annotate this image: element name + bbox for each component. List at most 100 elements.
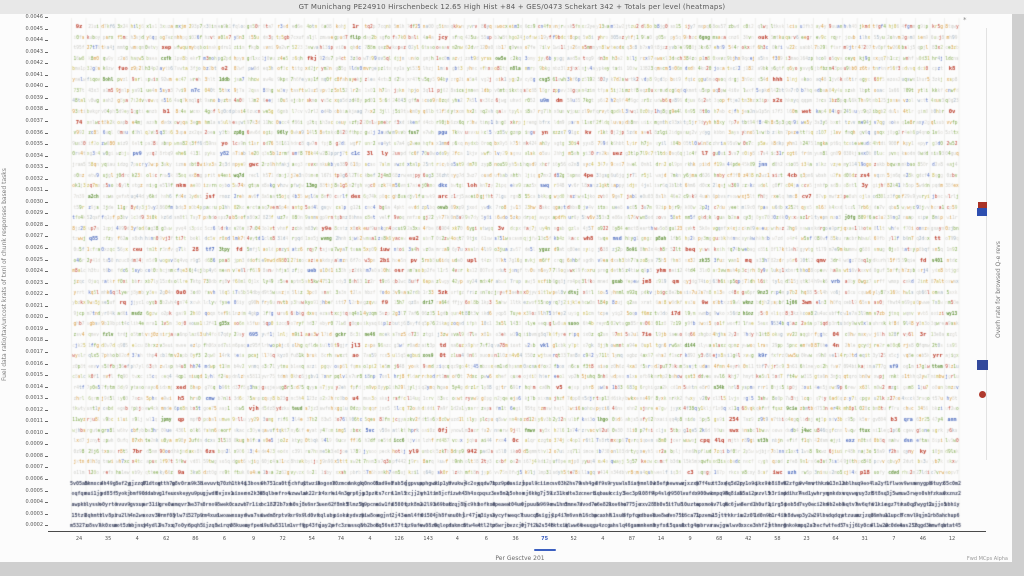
y-tick-mark <box>45 236 48 238</box>
x-tick-label: 14 <box>657 536 665 542</box>
x-tick-label: 6 <box>484 536 488 542</box>
y-tick-label: 0.0039 <box>25 94 44 101</box>
x-tick-label: 23 <box>803 536 810 542</box>
x-tick-label: 58 <box>774 536 781 542</box>
y-tick-label: 0.0032 <box>25 175 44 182</box>
y-tick-label: 0.0019 <box>25 325 44 332</box>
y-axis-label-right: Overh rate for browsed Q-e revs <box>995 241 1002 339</box>
red-dot-low-marker <box>979 391 986 398</box>
y-tick-label: 0.0013 <box>25 395 44 402</box>
y-tick-mark <box>45 421 48 423</box>
y-tick-label: 0.0041 <box>25 71 44 78</box>
x-tick-label: 87 <box>628 536 636 542</box>
y-tick-label: 0.0014 <box>25 383 44 390</box>
y-tick-mark <box>45 28 48 30</box>
bottom-margin-band <box>0 562 1024 576</box>
y-tick-mark <box>45 224 48 226</box>
y-tick-label: 0.0021 <box>25 302 44 309</box>
blue-square-mid-marker <box>977 360 988 370</box>
y-tick-mark <box>45 525 48 527</box>
y-tick-mark <box>45 259 48 261</box>
x-axis-label: Per Gesctve 201 <box>495 555 545 562</box>
y-tick-label: 0.0011 <box>25 418 44 425</box>
y-tick-label: 0.0005 <box>25 487 44 494</box>
y-tick-mark <box>45 317 48 319</box>
x-tick-label: 46 <box>919 536 927 542</box>
y-tick-label: 0.0002 <box>25 522 44 529</box>
y-tick-label: 0.0015 <box>25 372 44 379</box>
y-tick-label: 0.0037 <box>25 117 44 124</box>
y-tick-label: 0.0035 <box>25 141 44 148</box>
x-tick-label: 54 <box>308 536 315 542</box>
x-tick-label: 35 <box>104 536 112 542</box>
y-tick-label: 0.0040 <box>25 83 44 90</box>
y-tick-label: 0.0038 <box>25 106 44 113</box>
y-tick-mark <box>45 375 48 377</box>
y-tick-label: 0.0018 <box>25 337 44 344</box>
y-tick-mark <box>45 144 48 146</box>
y-tick-mark <box>45 40 48 42</box>
x-axis-spine <box>48 531 986 532</box>
y-tick-label: 0.0036 <box>25 129 44 136</box>
y-tick-label: 0.0034 <box>25 152 44 159</box>
y-tick-label: 0.0023 <box>25 279 44 286</box>
x-tick-label: 52 <box>570 536 577 542</box>
y-tick-label: 0.0004 <box>25 499 44 506</box>
y-tick-mark <box>45 479 48 480</box>
x-tick-label-highlighted[interactable]: 75 <box>541 536 549 542</box>
y-tick-label: 0.0031 <box>25 187 44 194</box>
x-tick-label: 4 <box>368 536 372 542</box>
y-tick-label: 0.0045 <box>25 25 44 32</box>
x-tick-label: 9 <box>252 536 256 542</box>
y-tick-mark <box>45 190 48 192</box>
x-tick-label: 7 <box>892 536 896 542</box>
y-tick-mark <box>45 386 48 388</box>
y-tick-mark <box>45 444 48 446</box>
red-square-top-marker <box>978 202 987 208</box>
y-tick-label: 0.0030 <box>25 198 44 205</box>
x-tick-label: 4 <box>455 536 459 542</box>
y-tick-mark <box>45 120 48 122</box>
blue-square-top-marker <box>977 208 987 216</box>
msa-grid-canvas <box>46 14 990 536</box>
y-tick-label: 0.0020 <box>25 314 44 321</box>
y-tick-label: 0.0028 <box>25 221 44 228</box>
y-tick-mark <box>45 74 48 76</box>
y-tick-mark <box>45 97 48 99</box>
y-tick-mark <box>45 351 48 353</box>
y-tick-label: 0.0009 <box>25 441 44 448</box>
x-tick-label: 86 <box>192 536 199 542</box>
y-tick-mark <box>45 86 48 88</box>
x-tick-label: 72 <box>279 536 286 542</box>
x-tick-label: 12 <box>948 536 956 542</box>
y-tick-mark <box>45 294 48 296</box>
footer-caption: Fwd MCps Alpha <box>966 556 1008 562</box>
y-tick-mark <box>45 328 48 330</box>
y-tick-label: 0.0008 <box>25 452 44 459</box>
y-tick-label: 0.0024 <box>25 268 44 275</box>
y-tick-mark <box>45 513 48 515</box>
y-tick-mark <box>45 178 48 180</box>
chart-title: GT Munichang PE24910 Hirschenbeck 12.65 … <box>298 3 726 11</box>
x-tick-label: 143 <box>423 536 433 542</box>
y-tick-mark <box>45 432 48 434</box>
y-tick-mark <box>45 398 48 400</box>
y-tick-mark <box>45 271 48 273</box>
chart-title-band: GT Munichang PE24910 Hirschenbeck 12.65 … <box>0 0 1024 15</box>
y-tick-label: 0.0012 <box>25 406 44 413</box>
y-tick-label: 0.0017 <box>25 348 44 355</box>
y-tick-mark <box>45 490 48 492</box>
x-tick-label: 64 <box>832 536 839 542</box>
y-tick-label: 0.0026 <box>25 245 44 251</box>
y-tick-mark <box>45 502 48 504</box>
y-tick-label: 0.0033 <box>25 164 44 171</box>
x-tick-label: 24 <box>75 536 83 542</box>
y-tick-label: 0.0044 <box>25 37 44 44</box>
x-tick-label: 62 <box>163 536 170 542</box>
y-tick-label: 0.0022 <box>25 291 44 298</box>
y-axis-label-left: Fuel data ratio/tax/uncost krats of txnl… <box>1 168 8 382</box>
x-tick-label: 126 <box>394 536 404 542</box>
y-tick-mark <box>45 201 48 203</box>
y-tick-mark <box>45 213 48 215</box>
